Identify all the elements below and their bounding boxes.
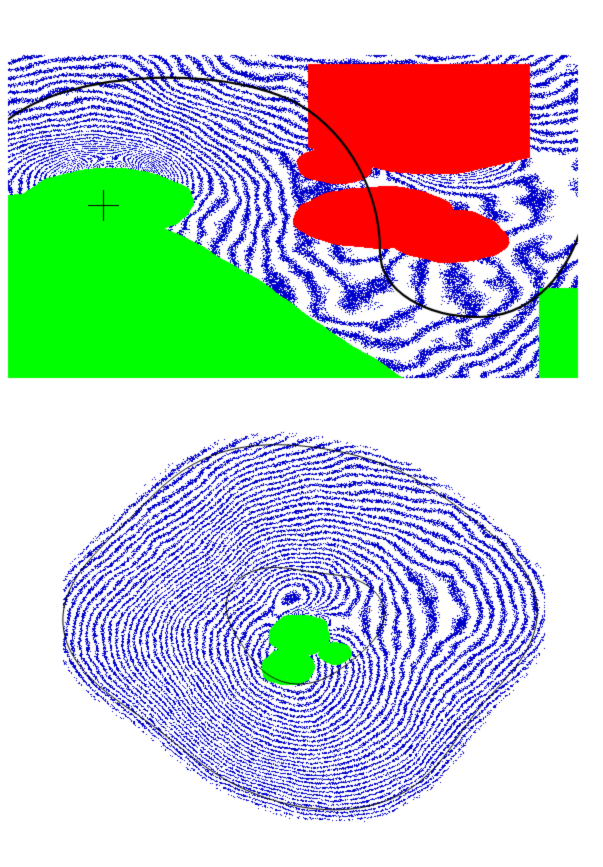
- field-plot-canvas: [0, 0, 603, 867]
- visualization-figure: [0, 0, 603, 867]
